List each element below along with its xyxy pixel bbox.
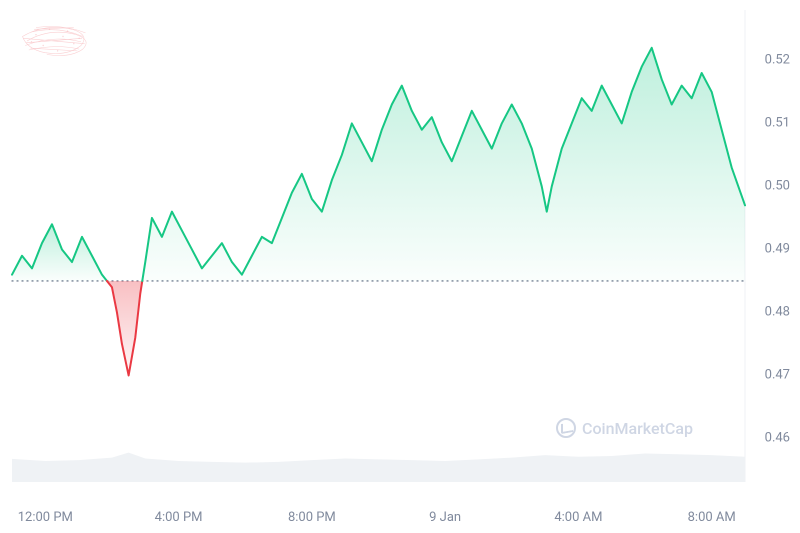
coinmarketcap-watermark: CoinMarketCap <box>556 418 693 438</box>
y-axis-tick-label: 0.49 <box>765 242 790 257</box>
brand-scribble-icon <box>18 18 108 73</box>
y-axis-tick-label: 0.46 <box>765 431 790 446</box>
chart-svg <box>0 0 800 533</box>
y-axis-tick-label: 0.48 <box>765 305 790 320</box>
y-axis-tick-label: 0.50 <box>765 179 790 194</box>
x-axis-tick-label: 8:00 AM <box>688 510 736 525</box>
x-axis-tick-label: 4:00 AM <box>554 510 602 525</box>
y-axis-tick-label: 0.51 <box>765 116 790 131</box>
x-axis-tick-label: 8:00 PM <box>288 510 336 525</box>
price-chart: 0.46 0.47 0.48 0.49 0.50 0.51 0.52 12:00 PM 4:0… <box>0 0 800 533</box>
x-axis-tick-label: 9 Jan <box>429 510 461 525</box>
coinmarketcap-logo-icon <box>556 418 576 438</box>
x-axis-tick-label: 4:00 PM <box>155 510 203 525</box>
y-axis-tick-label: 0.52 <box>765 53 790 68</box>
y-axis-tick-label: 0.47 <box>765 368 790 383</box>
x-axis-tick-label: 12:00 PM <box>18 510 73 525</box>
watermark-text: CoinMarketCap <box>582 419 693 438</box>
